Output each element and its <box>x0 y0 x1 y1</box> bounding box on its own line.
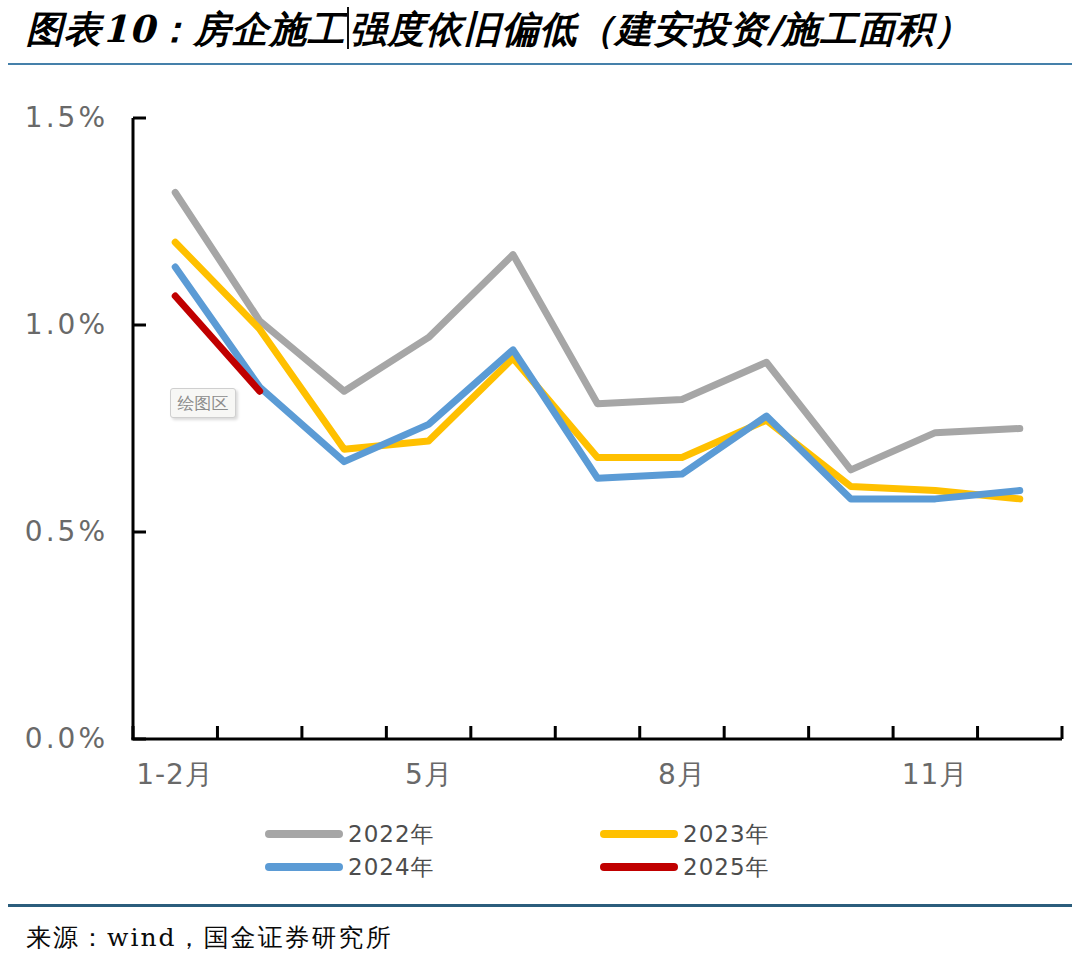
x-axis-label-may[interactable]: 5月 <box>349 757 509 793</box>
legend-swatch-2023 <box>600 830 678 838</box>
legend-item-2022[interactable]: 2022年 <box>265 818 435 850</box>
legend-label-2023: 2023年 <box>683 819 770 850</box>
series-line-2023年 <box>175 242 1020 499</box>
bottom-divider <box>8 904 1072 907</box>
legend-swatch-2025 <box>600 863 678 871</box>
legend-swatch-2022 <box>265 830 343 838</box>
legend-item-2025[interactable]: 2025年 <box>600 851 770 883</box>
legend-item-2023[interactable]: 2023年 <box>600 818 770 850</box>
x-axis-label-aug[interactable]: 8月 <box>602 757 762 793</box>
legend-label-2022: 2022年 <box>348 819 435 850</box>
x-axis-label-nov[interactable]: 11月 <box>855 757 1015 793</box>
legend-label-2025: 2025年 <box>683 852 770 883</box>
x-axis-label-jan-feb[interactable]: 1-2月 <box>95 757 255 793</box>
legend-item-2024[interactable]: 2024年 <box>265 851 435 883</box>
legend-swatch-2024 <box>265 863 343 871</box>
series-line-2024年 <box>175 267 1020 499</box>
plot-area-tooltip: 绘图区 <box>170 388 236 418</box>
series-line-2025年 <box>175 296 259 391</box>
page: { "header": { "title_part1": "图表10：房企施工"… <box>0 0 1080 975</box>
legend-label-2024: 2024年 <box>348 852 435 883</box>
line-chart-canvas[interactable] <box>0 0 1080 975</box>
y-axis-label-0-0[interactable]: 0.0% <box>0 722 108 756</box>
y-axis-label-1-5[interactable]: 1.5% <box>0 101 108 135</box>
y-axis-label-1-0[interactable]: 1.0% <box>0 308 108 342</box>
y-axis-label-0-5[interactable]: 0.5% <box>0 515 108 549</box>
source-note: 来源：wind，国金证券研究所 <box>26 921 393 954</box>
